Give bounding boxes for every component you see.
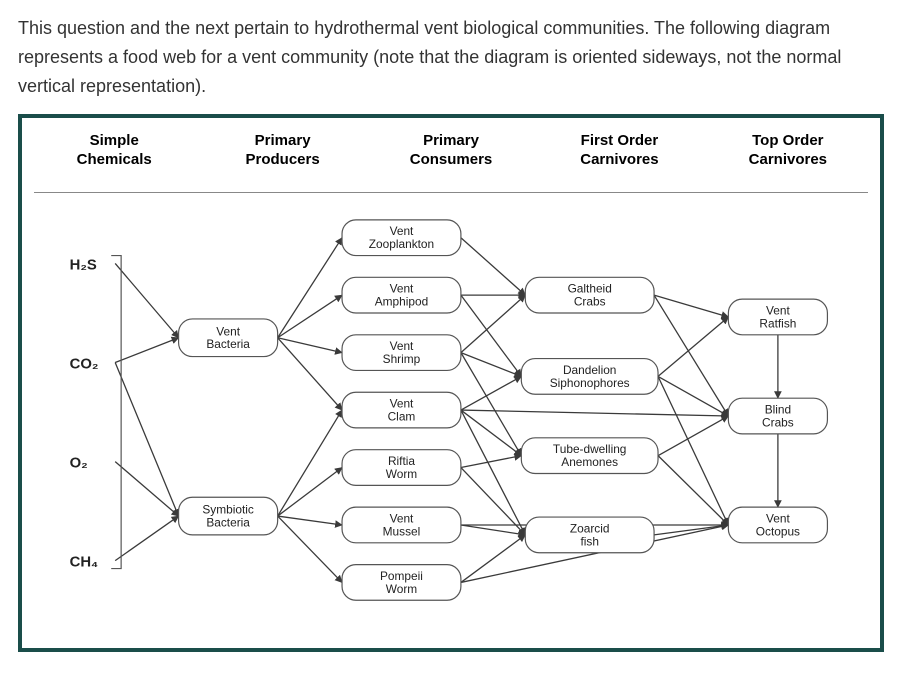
svg-text:Bacteria: Bacteria — [206, 516, 250, 530]
node-blind: BlindCrabs — [728, 399, 827, 435]
svg-text:Clam: Clam — [388, 410, 416, 424]
edge-ventbac-amphi — [278, 296, 342, 339]
edge-mussel-zoarcid — [461, 525, 525, 535]
edge-shrimp-crabs — [461, 296, 525, 353]
edge-siphon-blind — [658, 377, 728, 417]
header-separator — [34, 192, 868, 193]
edge-symbac-clam — [278, 410, 342, 516]
chem-co2: CO₂ — [70, 357, 99, 373]
chem-h2s: H₂S — [70, 258, 97, 274]
edge-siphon-ratfish — [658, 317, 728, 376]
svg-text:Anemones: Anemones — [561, 455, 618, 469]
edge-clam-blind — [461, 410, 728, 416]
edge-co2-symbac — [115, 363, 178, 517]
node-symbac: SymbioticBacteria — [179, 498, 278, 536]
svg-text:Crabs: Crabs — [574, 295, 606, 309]
svg-text:Mussel: Mussel — [383, 525, 421, 539]
node-siphon: DandelionSiphonophores — [521, 359, 658, 395]
svg-text:Octopus: Octopus — [756, 525, 800, 539]
node-pompeii: PompeiiWorm — [342, 565, 461, 601]
col-simple-chemicals: SimpleChemicals — [30, 128, 198, 190]
col-top-order-carnivores: Top OrderCarnivores — [704, 128, 872, 190]
edge-ventbac-shrimp — [278, 338, 342, 353]
svg-text:fish: fish — [580, 535, 598, 549]
edge-clam-zoarcid — [461, 410, 525, 535]
intro-text: This question and the next pertain to hy… — [18, 14, 884, 100]
node-crabs: GaltheidCrabs — [525, 278, 654, 314]
edge-zoo-crabs — [461, 238, 525, 295]
node-zoo: VentZooplankton — [342, 220, 461, 256]
svg-text:Worm: Worm — [386, 467, 418, 481]
node-ratfish: VentRatfish — [728, 300, 827, 336]
edge-symbac-mussel — [278, 516, 342, 525]
svg-text:Ratfish: Ratfish — [759, 317, 796, 331]
svg-text:Crabs: Crabs — [762, 416, 794, 430]
node-clam: VentClam — [342, 393, 461, 429]
column-headers: SimpleChemicals PrimaryProducers Primary… — [30, 128, 872, 190]
edge-ch4-symbac — [115, 516, 178, 561]
svg-text:Bacteria: Bacteria — [206, 338, 250, 352]
col-primary-producers: PrimaryProducers — [198, 128, 366, 190]
svg-text:Siphonophores: Siphonophores — [550, 376, 630, 390]
col-primary-consumers: PrimaryConsumers — [367, 128, 535, 190]
edge-symbac-riftia — [278, 468, 342, 517]
chem-o2: O₂ — [70, 456, 88, 472]
edge-h2s-ventbac — [115, 264, 178, 338]
node-zoarcid: Zoarcidfish — [525, 517, 654, 553]
svg-text:Worm: Worm — [386, 582, 418, 596]
chem-ch4: CH₄ — [70, 555, 99, 571]
edge-clam-anem — [461, 410, 521, 456]
edge-anem-octopus — [658, 456, 728, 525]
svg-text:Shrimp: Shrimp — [383, 352, 421, 366]
node-amphi: VentAmphipod — [342, 278, 461, 314]
food-web-diagram: SimpleChemicals PrimaryProducers Primary… — [18, 114, 884, 652]
edge-ventbac-zoo — [278, 238, 342, 338]
node-shrimp: VentShrimp — [342, 335, 461, 371]
edge-o2-symbac — [115, 462, 178, 516]
node-riftia: RiftiaWorm — [342, 450, 461, 486]
edge-shrimp-anem — [461, 353, 521, 456]
node-ventbac: VentBacteria — [179, 319, 278, 357]
edge-ventbac-clam — [278, 338, 342, 410]
node-mussel: VentMussel — [342, 508, 461, 544]
svg-text:Amphipod: Amphipod — [375, 295, 428, 309]
node-anem: Tube-dwellingAnemones — [521, 438, 658, 474]
svg-text:Zooplankton: Zooplankton — [369, 238, 434, 252]
edge-symbac-pompeii — [278, 516, 342, 582]
edge-riftia-anem — [461, 456, 521, 468]
edge-co2-ventbac — [115, 338, 178, 363]
col-first-order-carnivores: First OrderCarnivores — [535, 128, 703, 190]
node-octopus: VentOctopus — [728, 508, 827, 544]
food-web-svg: H₂S CO₂ O₂ CH₄ VentBacteria SymbioticBacteri… — [30, 198, 872, 638]
